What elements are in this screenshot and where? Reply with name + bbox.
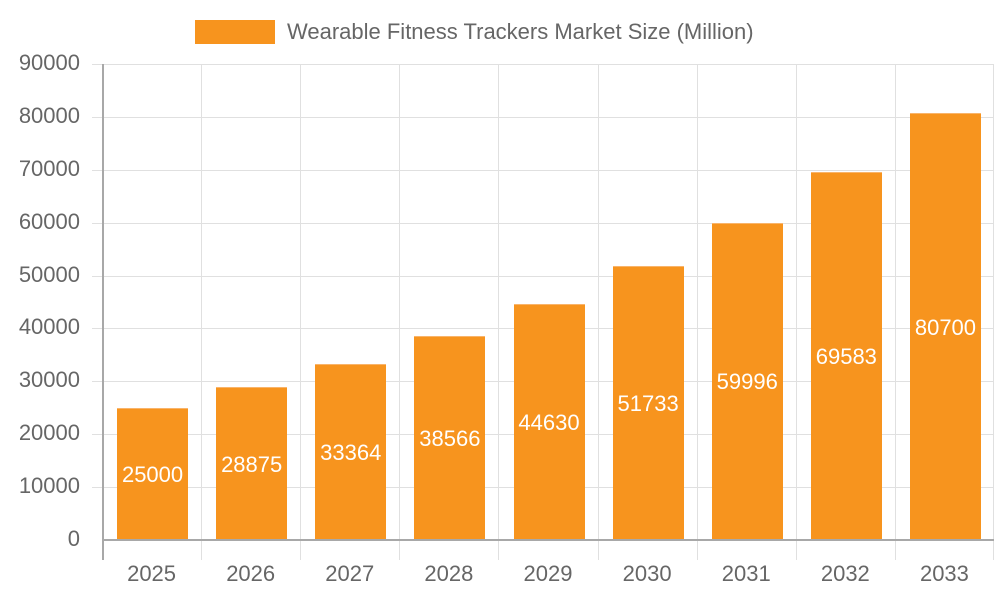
bar-2031[interactable]: 59996 [711,222,783,540]
x-tick-label: 2032 [820,561,870,586]
gridline-horizontal [92,222,994,224]
bar-value-label: 25000 [121,461,184,487]
y-tick-label: 60000 [18,208,80,234]
bar-value-label: 44630 [518,409,580,435]
bar-2032[interactable]: 69583 [810,171,882,540]
legend-swatch [195,20,275,44]
gridline-vertical [993,64,994,560]
bar-2027[interactable]: 33364 [315,363,387,540]
x-axis [102,539,994,541]
bar-2029[interactable]: 44630 [513,303,585,540]
gridline-vertical [796,64,797,560]
gridline-vertical [201,64,202,560]
y-tick-label: 90000 [18,50,80,75]
gridline-vertical [300,64,301,560]
gridline-vertical [598,64,599,560]
gridline-vertical [399,64,400,560]
bar-2026[interactable]: 28875 [216,387,288,540]
x-tick-label: 2029 [523,561,573,586]
bar-2028[interactable]: 38566 [414,336,486,540]
y-axis [102,64,104,560]
x-tick-label: 2026 [226,561,276,586]
legend[interactable]: Wearable Fitness Trackers Market Size (M… [195,19,754,45]
bar-value-label: 33364 [320,439,382,465]
gridline-vertical [498,64,499,560]
gridline-vertical [895,64,896,560]
y-tick-label: 50000 [18,261,80,287]
x-tick-label: 2028 [424,561,474,586]
x-tick-label: 2027 [325,561,375,586]
bar-value-label: 80700 [914,314,977,340]
y-tick-label: 0 [67,526,80,551]
gridline-horizontal [92,64,994,65]
y-tick-label: 20000 [18,420,80,446]
y-tick-label: 80000 [18,102,80,128]
bar-value-label: 28875 [221,451,283,477]
bar-value-label: 38566 [419,426,481,451]
y-tick-label: 30000 [18,367,80,393]
bar-2030[interactable]: 51733 [612,266,684,540]
y-tick-label: 70000 [18,155,80,181]
y-tick-label: 10000 [18,473,80,499]
bar-value-label: 51733 [617,391,679,417]
x-tick-label: 2031 [721,561,771,586]
gridline-vertical [697,64,698,560]
plot-area: 25000 28875 33364 38566 44630 51733 59996 69583… [92,64,994,560]
gridline-horizontal [92,275,994,277]
bar-value-label: 69583 [815,343,877,369]
x-tick-label: 2033 [919,561,969,586]
x-tick-label: 2030 [622,561,672,586]
gridline-horizontal [92,116,994,118]
gridline-horizontal [92,169,994,171]
x-tick-label: 2025 [127,561,177,586]
bar-value-label: 59996 [716,369,778,395]
legend-label: Wearable Fitness Trackers Market Size (M… [287,19,754,44]
bar-2025[interactable]: 25000 [117,407,189,540]
bar-2033[interactable]: 80700 [909,113,981,540]
y-tick-label: 40000 [18,314,80,340]
